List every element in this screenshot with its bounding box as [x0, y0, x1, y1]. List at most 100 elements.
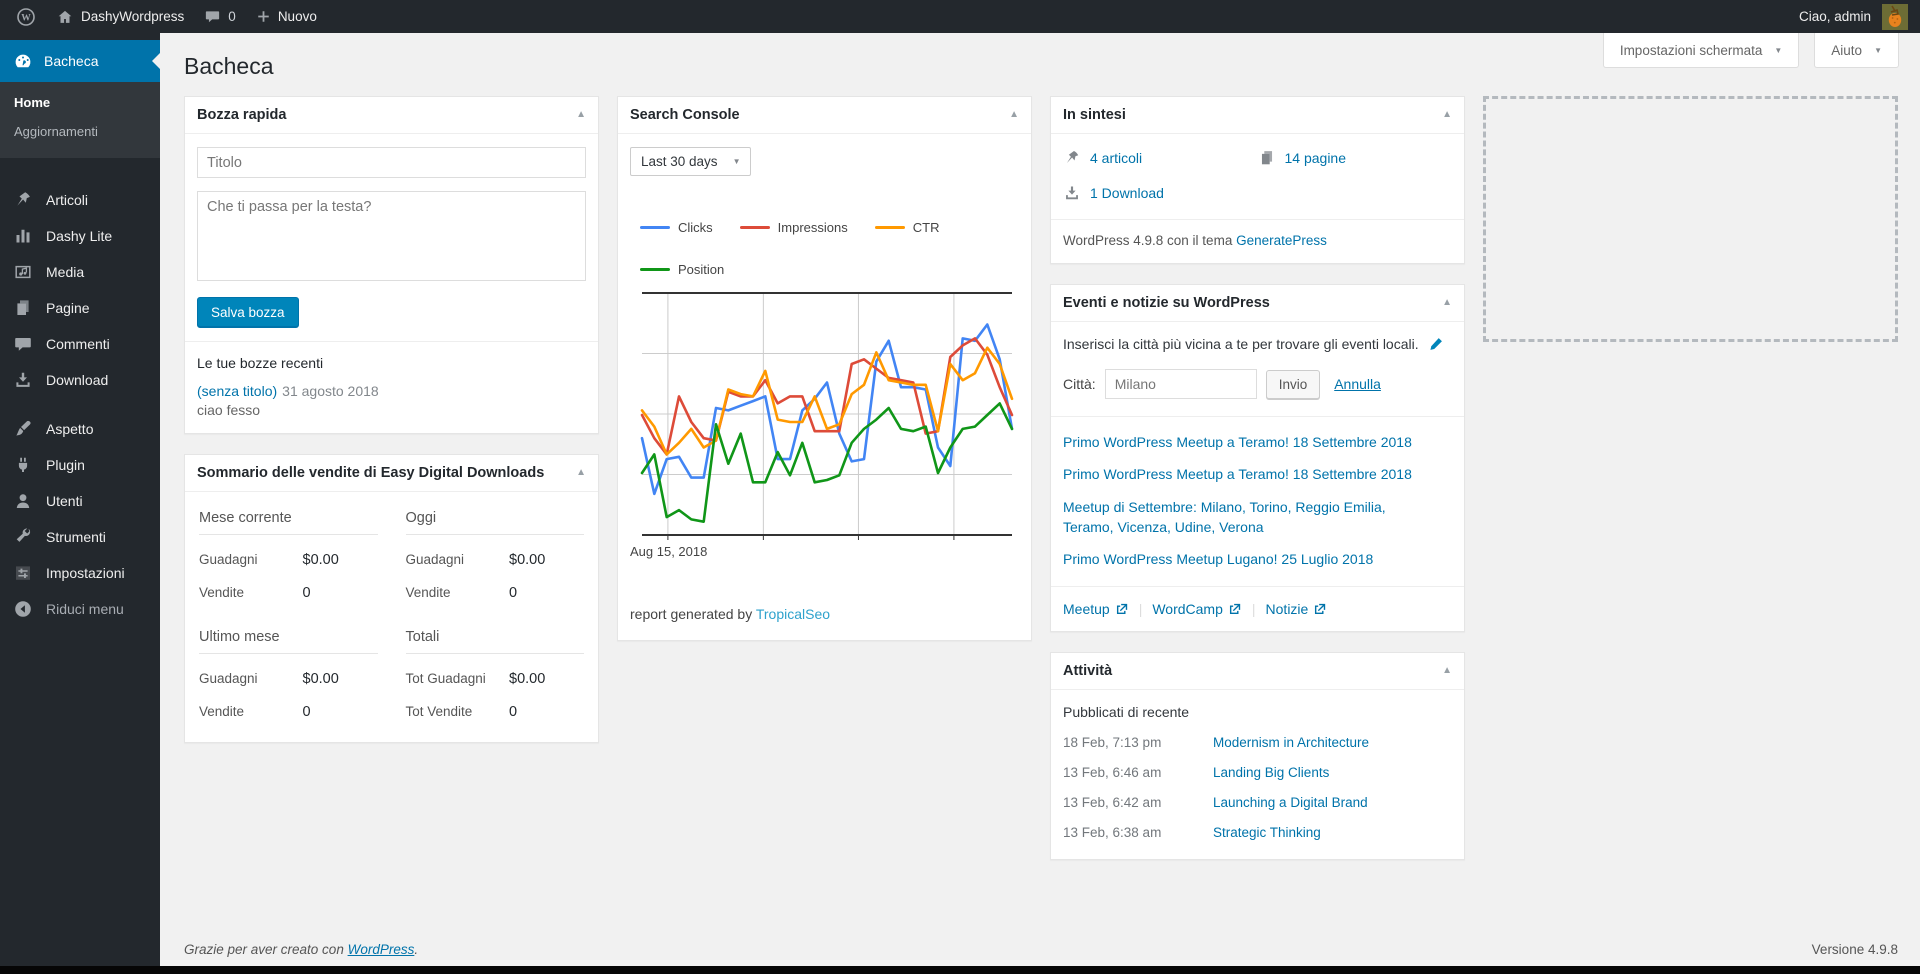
- sidebar-item-label: Media: [46, 264, 85, 280]
- widget-search-console: Search Console ▲ Last 30 days ▼ Clicks Im…: [617, 96, 1032, 641]
- sidebar-item-dashy-lite[interactable]: Dashy Lite: [0, 218, 160, 254]
- content-area: Impostazioni schermata ▼ Aiuto ▼ Bacheca…: [160, 33, 1920, 966]
- widget-header[interactable]: Bozza rapida ▲: [185, 97, 598, 134]
- wordpress-logo-menu[interactable]: W: [6, 0, 46, 33]
- collapse-toggle-icon[interactable]: ▲: [1442, 109, 1452, 120]
- post-title-link[interactable]: Landing Big Clients: [1213, 765, 1330, 781]
- glance-item-1-download[interactable]: 1 Download: [1063, 184, 1258, 202]
- sidebar-item-impostazioni[interactable]: Impostazioni: [0, 555, 160, 591]
- comment-icon: [13, 334, 33, 354]
- screen-options-button[interactable]: Impostazioni schermata ▼: [1602, 33, 1800, 68]
- edd-stat-row: Vendite 0: [199, 704, 378, 720]
- pencil-icon[interactable]: [1428, 336, 1444, 352]
- external-link-icon: [1313, 602, 1327, 616]
- chart-series-position: [640, 402, 1014, 523]
- edd-stat-label: Guadagni: [405, 552, 465, 567]
- save-draft-button[interactable]: Salva bozza: [197, 297, 299, 328]
- meetup-link[interactable]: Meetup: [1063, 601, 1129, 617]
- sidebar-item-pagine[interactable]: Pagine: [0, 290, 160, 326]
- sidebar-item-label: Commenti: [46, 336, 110, 352]
- wp-version-text: WordPress 4.9.8 con il tema: [1063, 233, 1237, 248]
- link-label: Meetup: [1063, 601, 1110, 618]
- sidebar-item-download[interactable]: Download: [0, 362, 160, 398]
- widget-header[interactable]: Attività ▲: [1051, 653, 1464, 691]
- sidebar-item-plugin[interactable]: Plugin: [0, 447, 160, 483]
- screen-options-label: Impostazioni schermata: [1619, 42, 1763, 58]
- sidebar-item-utenti[interactable]: Utenti: [0, 483, 160, 519]
- widget-header[interactable]: Search Console ▲: [618, 97, 1031, 134]
- user-icon: [16, 494, 30, 508]
- collapse-toggle-icon[interactable]: ▲: [576, 109, 586, 120]
- collapse-toggle-icon[interactable]: ▲: [1442, 665, 1452, 677]
- edd-stat-label: Vendite: [199, 585, 245, 600]
- credit-link[interactable]: TropicalSeo: [755, 606, 831, 622]
- sidebar-item-bacheca[interactable]: Bacheca: [0, 40, 160, 82]
- city-input[interactable]: [1104, 369, 1257, 399]
- admin-menu: Articoli Dashy Lite Media Pagine Commenti Dow…: [0, 182, 160, 627]
- help-button[interactable]: Aiuto ▼: [1814, 33, 1899, 68]
- date-range-select[interactable]: Last 30 days ▼: [630, 147, 752, 176]
- widget-header[interactable]: Sommario delle vendite di Easy Digital D…: [185, 455, 598, 492]
- user-icon: [13, 491, 33, 511]
- brush-icon: [16, 420, 31, 436]
- collapse-toggle-icon[interactable]: ▲: [1442, 297, 1452, 308]
- pushpin-icon: [1063, 149, 1081, 167]
- comments-link[interactable]: 0: [194, 0, 246, 33]
- wordpress-link[interactable]: WordPress: [347, 942, 415, 957]
- sidebar-item-strumenti[interactable]: Strumenti: [0, 519, 160, 555]
- chart-legend: Clicks Impressions CTR Position: [640, 220, 1019, 277]
- home-icon: [56, 8, 74, 26]
- edd-section: Ultimo mese Guadagni $0.00 Vendite 0: [199, 625, 378, 720]
- sidebar-subitem-home[interactable]: Home: [14, 95, 51, 110]
- theme-link[interactable]: GeneratePress: [1236, 233, 1327, 248]
- wordcamp-link[interactable]: WordCamp: [1152, 601, 1242, 617]
- cancel-link[interactable]: Annulla: [1334, 376, 1381, 392]
- widget-at-a-glance: In sintesi ▲ 4 articoli 14 pagine 1 Downlo…: [1050, 96, 1465, 264]
- legend-label: Position: [678, 262, 725, 277]
- notizie-link[interactable]: Notizie: [1266, 601, 1328, 617]
- external-link-icon: [1228, 602, 1242, 616]
- media-icon: [13, 262, 33, 282]
- event-link[interactable]: Primo WordPress Meetup Lugano! 25 Luglio…: [1063, 551, 1374, 568]
- legend-swatch: [640, 268, 670, 271]
- collapse-icon: [13, 599, 33, 619]
- sidebar-item-articoli[interactable]: Articoli: [0, 182, 160, 218]
- sidebar-item-aspetto[interactable]: Aspetto: [0, 411, 160, 447]
- avatar[interactable]: [1882, 3, 1908, 30]
- my-account-link[interactable]: Ciao, admin: [1789, 9, 1873, 24]
- widget-title: Attività: [1063, 663, 1113, 680]
- sidebar-item-commenti[interactable]: Commenti: [0, 326, 160, 362]
- sidebar-item-media[interactable]: Media: [0, 254, 160, 290]
- collapse-toggle-icon[interactable]: ▲: [576, 467, 586, 478]
- legend-item: Impressions: [739, 220, 848, 235]
- draft-content-textarea[interactable]: [197, 191, 586, 281]
- collapse-toggle-icon[interactable]: ▲: [1009, 109, 1019, 120]
- published-post-row: 13 Feb, 6:42 am Launching a Digital Brand: [1063, 795, 1452, 810]
- widget-header[interactable]: Eventi e notizie su WordPress ▲: [1051, 285, 1464, 322]
- widget-header[interactable]: In sintesi ▲: [1051, 97, 1464, 134]
- edd-stat-value: 0: [302, 704, 311, 720]
- submit-city-button[interactable]: Invio: [1265, 369, 1321, 399]
- sidebar-item-riduci-menu[interactable]: Riduci menu: [0, 591, 160, 627]
- post-title-link[interactable]: Launching a Digital Brand: [1213, 795, 1368, 811]
- edd-section-heading: Totali: [405, 629, 584, 654]
- new-content-link[interactable]: Nuovo: [246, 0, 327, 33]
- site-name-link[interactable]: DashyWordpress: [46, 0, 194, 33]
- edd-stat-label: Guadagni: [199, 671, 258, 686]
- widget-edd-summary: Sommario delle vendite di Easy Digital D…: [184, 454, 599, 743]
- event-link[interactable]: Primo WordPress Meetup a Teramo! 18 Sett…: [1063, 434, 1412, 450]
- page-title: Bacheca: [184, 53, 274, 79]
- wrench-icon: [16, 528, 31, 542]
- edd-stat-value: $0.00: [302, 552, 339, 568]
- sidebar-subitem-aggiornamenti[interactable]: Aggiornamenti: [14, 124, 98, 139]
- post-title-link[interactable]: Modernism in Architecture: [1213, 735, 1370, 751]
- glance-item-4-articoli[interactable]: 4 articoli: [1063, 149, 1258, 167]
- draft-link[interactable]: (senza titolo): [197, 383, 278, 399]
- draft-title-input[interactable]: [197, 147, 586, 178]
- edd-section: Totali Tot Guadagni $0.00 Tot Vendite 0: [405, 625, 584, 720]
- event-link[interactable]: Meetup di Settembre: Milano, Torino, Reg…: [1063, 498, 1386, 535]
- glance-item-14-pagine[interactable]: 14 pagine: [1258, 149, 1453, 167]
- post-title-link[interactable]: Strategic Thinking: [1213, 825, 1321, 841]
- event-link[interactable]: Primo WordPress Meetup a Teramo! 18 Sett…: [1063, 466, 1412, 483]
- legend-label: CTR: [912, 220, 940, 235]
